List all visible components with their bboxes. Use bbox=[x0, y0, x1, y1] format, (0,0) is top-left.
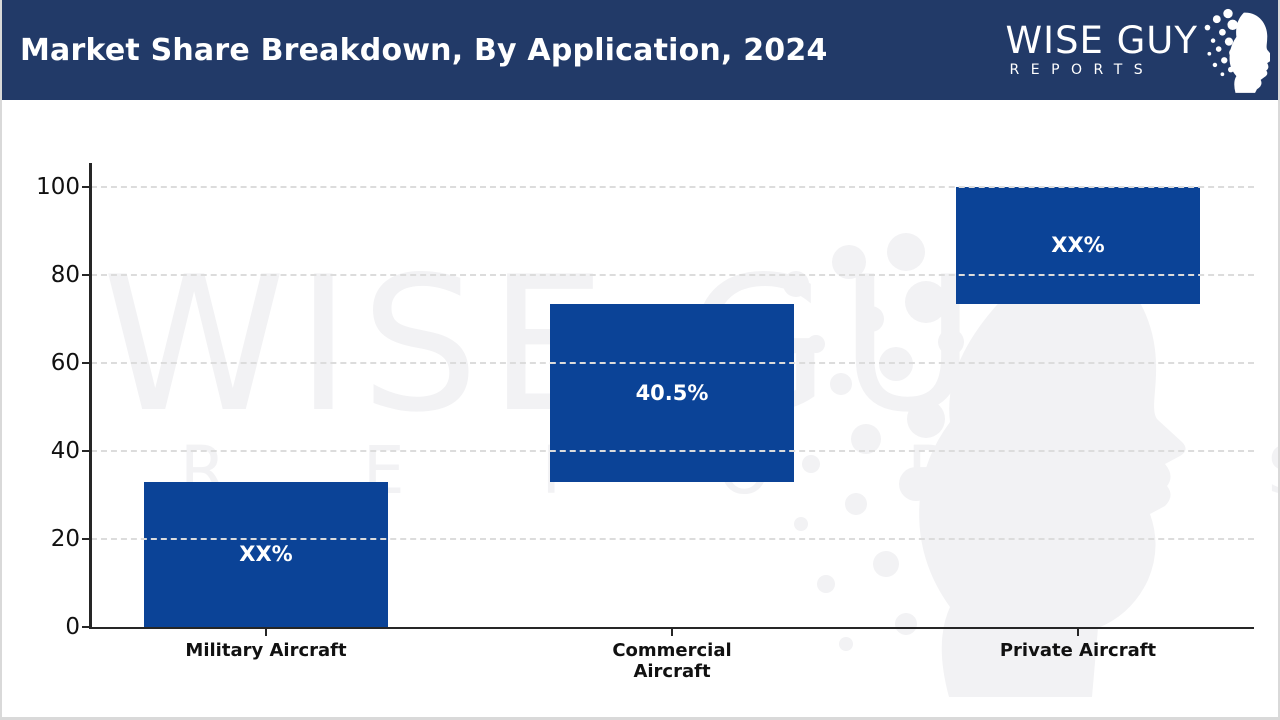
x-axis-line bbox=[89, 626, 1254, 629]
x-axis-category-label-line: Military Aircraft bbox=[185, 640, 347, 661]
header-band: Market Share Breakdown, By Application, … bbox=[2, 0, 1278, 100]
x-axis-tick bbox=[265, 629, 267, 636]
y-axis-tick bbox=[82, 538, 90, 540]
bar-value-label: XX% bbox=[239, 542, 293, 567]
y-axis-tick bbox=[82, 274, 90, 276]
y-gridline bbox=[91, 186, 1254, 188]
bar-segment-military-aircraft: XX% bbox=[144, 481, 388, 627]
x-axis-category-label: Commercial Aircraft bbox=[522, 640, 822, 682]
page-title: Market Share Breakdown, By Application, … bbox=[20, 32, 828, 68]
y-axis-tick bbox=[82, 626, 90, 628]
x-axis-category-label: Private Aircraft bbox=[928, 640, 1228, 661]
y-axis-tick-label: 0 bbox=[65, 614, 80, 640]
y-axis-tick-label: 40 bbox=[50, 438, 80, 464]
x-axis-tick bbox=[671, 629, 673, 636]
x-axis-category-label-line: Private Aircraft bbox=[999, 640, 1157, 661]
x-axis-tick bbox=[1077, 629, 1079, 636]
y-axis-tick bbox=[82, 186, 90, 188]
bar-segment-private-aircraft: XX% bbox=[956, 187, 1200, 304]
y-axis-tick-label: 20 bbox=[50, 526, 80, 552]
y-axis-line bbox=[89, 163, 92, 629]
x-axis-category-label-line: Aircraft bbox=[633, 661, 711, 682]
x-axis-category-label-line: Commercial bbox=[612, 640, 732, 661]
y-axis-tick-label: 80 bbox=[50, 262, 80, 288]
logo-brand-name: WISE GUY bbox=[1005, 19, 1198, 63]
logo-text: WISE GUY REPORTS bbox=[1005, 19, 1198, 78]
bar-segment-commercial-aircraft: 40.5% bbox=[550, 303, 794, 482]
y-axis-tick bbox=[82, 362, 90, 364]
wise-guy-reports-logo: WISE GUY REPORTS bbox=[1006, 4, 1270, 96]
y-gridline bbox=[91, 274, 1254, 276]
logo-brand-subtitle: REPORTS bbox=[1009, 61, 1155, 78]
dotted-face-logo-icon bbox=[1204, 8, 1270, 93]
y-axis-tick-label: 60 bbox=[50, 350, 80, 376]
y-axis-tick bbox=[82, 450, 90, 452]
x-axis-category-label: Military Aircraft bbox=[116, 640, 416, 661]
y-gridline bbox=[91, 362, 1254, 364]
y-gridline bbox=[91, 450, 1254, 452]
bar-value-label: 40.5% bbox=[635, 380, 709, 405]
y-gridline bbox=[91, 538, 1254, 540]
y-axis-tick-label: 100 bbox=[36, 174, 80, 200]
bar-value-label: XX% bbox=[1051, 233, 1105, 258]
